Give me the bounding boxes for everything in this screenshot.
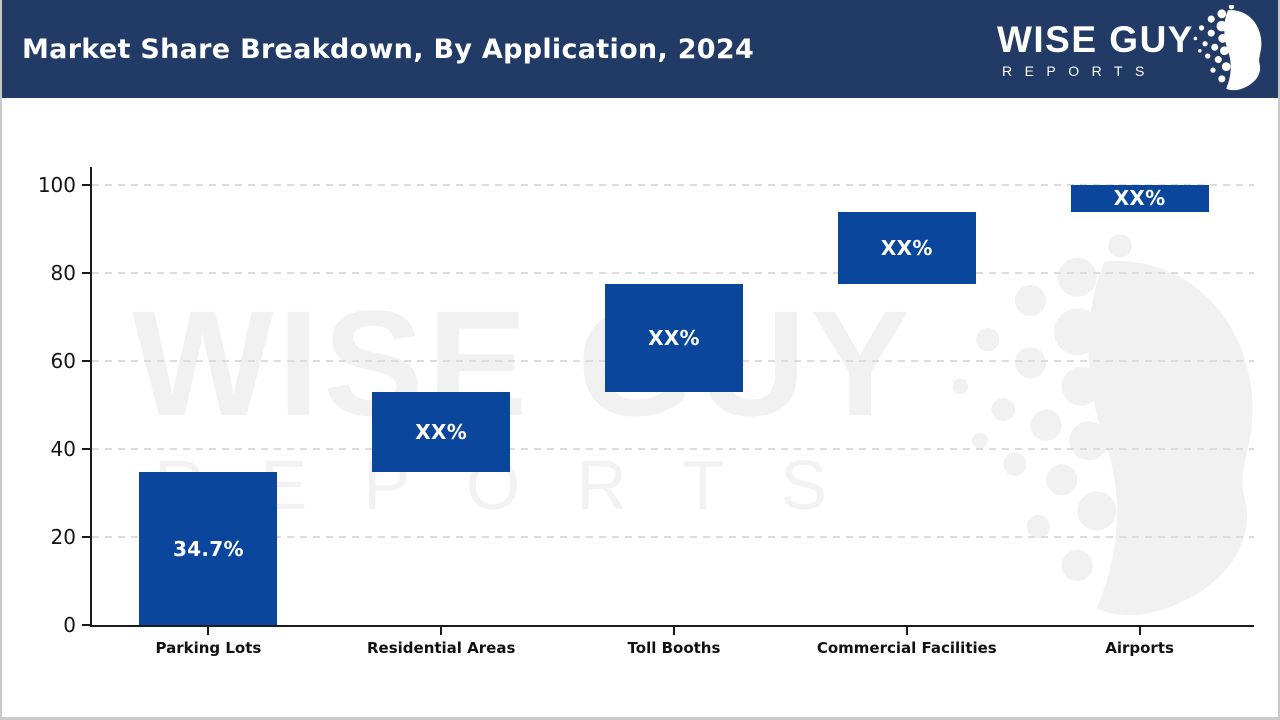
bar-toll-booths: XX%: [605, 284, 743, 392]
wiseguy-logo: WISE GUY REPORTS: [997, 0, 1268, 98]
chart-title: Market Share Breakdown, By Application, …: [22, 33, 755, 65]
x-category-label: Airports: [1105, 639, 1174, 657]
x-tick-mark: [207, 627, 210, 635]
x-category-label: Residential Areas: [366, 639, 516, 657]
x-tick-mark: [905, 627, 908, 635]
y-tick-mark: [82, 536, 90, 538]
gridline-20: [92, 536, 1254, 538]
bar-value-label: XX%: [880, 235, 933, 260]
logo-text: WISE GUY REPORTS: [997, 21, 1194, 78]
y-tick-label: 40: [50, 437, 76, 461]
bar-commercial-facilities: XX%: [837, 211, 976, 284]
bar-parking-lots: 34.7%: [139, 472, 278, 625]
x-category-label: Parking Lots: [155, 639, 262, 657]
bar-value-label: XX%: [415, 420, 468, 445]
x-tick-mark: [440, 627, 443, 635]
x-category-label: Commercial Facilities: [816, 639, 997, 657]
bar-value-label: 34.7%: [172, 536, 244, 561]
y-tick-label: 80: [50, 261, 76, 285]
bar-airports: XX%: [1070, 185, 1209, 212]
bar-residential-areas: XX%: [372, 391, 511, 473]
y-tick-mark: [82, 184, 90, 186]
plot-area: 0 20 40 60 80 100 34.7% XX% XX% XX% XX% Parking Lot…: [38, 167, 1254, 657]
bar-value-label: XX%: [648, 325, 700, 350]
y-tick-mark: [82, 272, 90, 274]
chart-area: WISE GUY REPORTS 0 20 40 60 80 100 34.7% XX% XX%…: [2, 98, 1278, 717]
y-tick-mark: [82, 360, 90, 362]
header-bar: Market Share Breakdown, By Application, …: [2, 0, 1278, 98]
gridline-80: [92, 272, 1254, 274]
gridline-100: [92, 184, 1254, 186]
y-tick-label: 60: [50, 349, 76, 373]
y-tick-mark: [82, 624, 90, 626]
watermark-wordmark: WISE GUY: [132, 279, 915, 447]
y-tick-mark: [82, 448, 90, 450]
y-tick-label: 100: [37, 173, 76, 197]
x-category-label: Toll Booths: [627, 639, 721, 657]
x-tick-mark: [1138, 627, 1141, 635]
y-tick-label: 20: [50, 525, 76, 549]
gridline-40: [92, 448, 1254, 450]
logo-wordmark: WISE GUY: [996, 18, 1194, 60]
logo-subtext: REPORTS: [1001, 62, 1157, 79]
bar-value-label: XX%: [1113, 186, 1166, 211]
y-tick-label: 0: [63, 613, 76, 637]
x-tick-mark: [673, 627, 675, 635]
